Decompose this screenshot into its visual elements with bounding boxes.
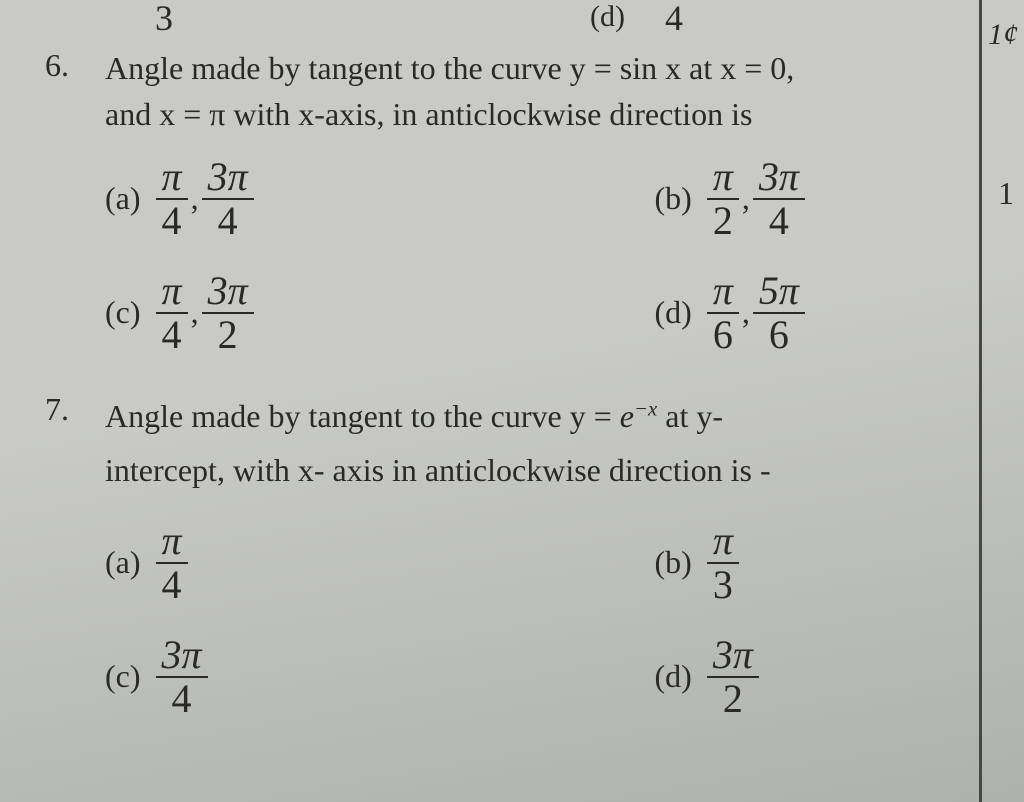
fraction: 3π 2 (202, 270, 254, 356)
frac-den: 4 (156, 676, 208, 720)
q6-option-a: (a) π 4 , 3π 4 (105, 156, 535, 242)
margin-line (979, 0, 982, 802)
frac-den: 2 (202, 312, 254, 356)
q7-option-c: (c) 3π 4 (105, 634, 535, 720)
option-label: (d) (655, 294, 692, 331)
q6-option-b: (b) π 2 , 3π 4 (535, 156, 965, 242)
margin-digit: 1 (998, 175, 1014, 212)
option-label: (a) (105, 180, 141, 217)
frac-num: π (156, 270, 188, 312)
top-frag-left: 3 (155, 0, 173, 36)
frac-num: π (707, 156, 739, 198)
frac-num: π (707, 520, 739, 562)
q6-body: Angle made by tangent to the curve y = s… (105, 45, 964, 138)
q7-option-b: (b) π 3 (535, 520, 965, 606)
option-label: (b) (655, 544, 692, 581)
frac-num: 3π (202, 156, 254, 198)
frac-num: 3π (707, 634, 759, 676)
frac-num: π (156, 156, 188, 198)
q7-option-a: (a) π 4 (105, 520, 535, 606)
question-6: 6. Angle made by tangent to the curve y … (45, 45, 964, 138)
q7-e: e (620, 398, 634, 434)
frac-num: 3π (202, 270, 254, 312)
q6-option-d: (d) π 6 , 5π 6 (535, 270, 965, 356)
q7-number: 7. (45, 389, 105, 428)
frac-num: 3π (753, 156, 805, 198)
frac-den: 3 (707, 562, 739, 606)
fraction: π 2 (707, 156, 739, 242)
q6-line1: Angle made by tangent to the curve y = s… (105, 50, 794, 86)
q7-line1-a: Angle made by tangent to the curve y = (105, 398, 620, 434)
margin-scribble: 1¢ (988, 18, 1018, 52)
fraction: π 3 (707, 520, 739, 606)
q6-line2: and x = π with x-axis, in anticlockwise … (105, 96, 752, 132)
frac-den: 4 (202, 198, 254, 242)
frac-num: π (707, 270, 739, 312)
frac-num: 5π (753, 270, 805, 312)
sep: , (742, 294, 750, 331)
top-frag-d: (d) (590, 2, 625, 32)
frac-den: 4 (753, 198, 805, 242)
question-7: 7. Angle made by tangent to the curve y … (45, 389, 964, 498)
fraction: π 4 (156, 156, 188, 242)
frac-den: 4 (156, 198, 188, 242)
frac-den: 2 (707, 198, 739, 242)
fraction: π 4 (156, 270, 188, 356)
fraction: 3π 4 (156, 634, 208, 720)
fraction: π 6 (707, 270, 739, 356)
q7-exp: −x (634, 397, 657, 420)
frac-den: 4 (156, 562, 188, 606)
q7-option-d: (d) 3π 2 (535, 634, 965, 720)
option-label: (c) (105, 658, 141, 695)
sep: , (191, 294, 199, 331)
fraction: 3π 4 (202, 156, 254, 242)
sep: , (191, 180, 199, 217)
q6-options: (a) π 4 , 3π 4 (b) π 2 , 3π 4 (c) (105, 156, 964, 384)
q7-line2: intercept, with x- axis in anticlockwise… (105, 452, 771, 488)
q6-number: 6. (45, 45, 105, 84)
option-label: (c) (105, 294, 141, 331)
option-label: (d) (655, 658, 692, 695)
frac-num: 3π (156, 634, 208, 676)
fraction: π 4 (156, 520, 188, 606)
frac-den: 6 (707, 312, 739, 356)
fraction: 3π 2 (707, 634, 759, 720)
sep: , (742, 180, 750, 217)
frac-den: 6 (753, 312, 805, 356)
q7-line1-c: at y- (657, 398, 723, 434)
frac-num: π (156, 520, 188, 562)
q7-options: (a) π 4 (b) π 3 (c) 3π 4 (d) 3π 2 (105, 520, 964, 748)
fraction: 3π 4 (753, 156, 805, 242)
option-label: (b) (655, 180, 692, 217)
frac-den: 2 (707, 676, 759, 720)
frac-den: 4 (156, 312, 188, 356)
top-frag-right: 4 (665, 0, 683, 36)
fraction: 5π 6 (753, 270, 805, 356)
q6-option-c: (c) π 4 , 3π 2 (105, 270, 535, 356)
q7-body: Angle made by tangent to the curve y = e… (105, 389, 964, 498)
page: 1¢ 1 3 (d) 4 6. Angle made by tangent to… (0, 0, 1024, 802)
option-label: (a) (105, 544, 141, 581)
